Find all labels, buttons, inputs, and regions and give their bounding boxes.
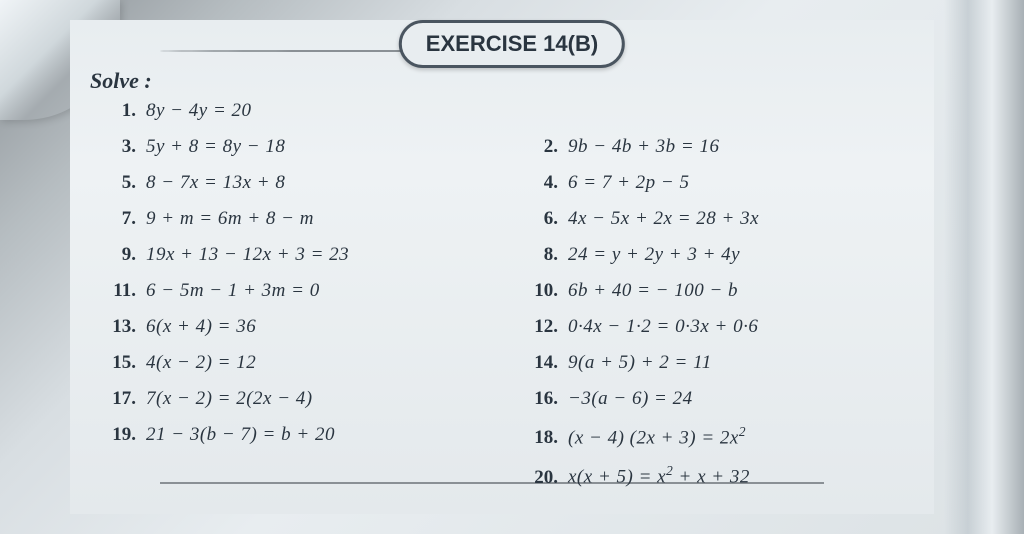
problem-11: 11. 6 − 5m − 1 + 3m = 0	[100, 280, 482, 302]
problem-expression: 9 + m = 6m + 8 − m	[146, 208, 314, 230]
problem-13: 13. 6(x + 4) = 36	[100, 316, 482, 338]
problem-number: 3.	[100, 136, 136, 158]
left-column: 1. 8y − 4y = 20 3. 5y + 8 = 8y − 18 5. 8 − …	[100, 100, 482, 489]
problem-number: 20.	[522, 467, 558, 489]
problem-expression: 24 = y + 2y + 3 + 4y	[568, 244, 740, 266]
problem-4: 4. 6 = 7 + 2p − 5	[522, 172, 904, 194]
problem-expression: (x − 4) (2x + 3) = 2x2	[568, 424, 746, 449]
problem-expression: x(x + 5) = x2 + x + 32	[568, 463, 750, 488]
problem-expression: −3(a − 6) = 24	[568, 388, 693, 410]
problem-1: 1. 8y − 4y = 20	[100, 100, 482, 122]
problem-9: 9. 19x + 13 − 12x + 3 = 23	[100, 244, 482, 266]
instruction-label: Solve :	[90, 68, 152, 94]
problem-number: 1.	[100, 100, 136, 122]
page-right-edge	[944, 0, 1024, 534]
exercise-title-badge: EXERCISE 14(B)	[399, 20, 625, 68]
problem-expression: 8y − 4y = 20	[146, 100, 252, 122]
problem-12: 12. 0·4x − 1·2 = 0·3x + 0·6	[522, 316, 904, 338]
problem-15: 15. 4(x − 2) = 12	[100, 352, 482, 374]
problem-number: 6.	[522, 208, 558, 230]
problem-number: 19.	[100, 424, 136, 446]
problem-19: 19. 21 − 3(b − 7) = b + 20	[100, 424, 482, 446]
problem-expression: 19x + 13 − 12x + 3 = 23	[146, 244, 349, 266]
problem-6: 6. 4x − 5x + 2x = 28 + 3x	[522, 208, 904, 230]
problem-18: 18. (x − 4) (2x + 3) = 2x2	[522, 424, 904, 449]
problem-expression: 9b − 4b + 3b = 16	[568, 136, 719, 158]
problem-expression: 6b + 40 = − 100 − b	[568, 280, 738, 302]
problem-17: 17. 7(x − 2) = 2(2x − 4)	[100, 388, 482, 410]
problem-5: 5. 8 − 7x = 13x + 8	[100, 172, 482, 194]
problem-number: 8.	[522, 244, 558, 266]
problem-expression: 6(x + 4) = 36	[146, 316, 256, 338]
problem-number: 17.	[100, 388, 136, 410]
problem-number: 9.	[100, 244, 136, 266]
problem-20: 20. x(x + 5) = x2 + x + 32	[522, 463, 904, 488]
problem-7: 7. 9 + m = 6m + 8 − m	[100, 208, 482, 230]
problem-expression: 4(x − 2) = 12	[146, 352, 256, 374]
problem-number: 4.	[522, 172, 558, 194]
problem-number: 5.	[100, 172, 136, 194]
problem-number: 14.	[522, 352, 558, 374]
problem-number: 2.	[522, 136, 558, 158]
problem-expression: 6 − 5m − 1 + 3m = 0	[146, 280, 320, 302]
problem-2: 2. 9b − 4b + 3b = 16	[522, 136, 904, 158]
problem-number: 16.	[522, 388, 558, 410]
problem-expression: 9(a + 5) + 2 = 11	[568, 352, 712, 374]
problem-number: 12.	[522, 316, 558, 338]
problem-14: 14. 9(a + 5) + 2 = 11	[522, 352, 904, 374]
problem-16: 16. −3(a − 6) = 24	[522, 388, 904, 410]
problem-expression: 5y + 8 = 8y − 18	[146, 136, 285, 158]
right-column: 2. 9b − 4b + 3b = 16 4. 6 = 7 + 2p − 5 6. 4…	[522, 136, 904, 489]
problem-number: 11.	[100, 280, 136, 302]
problem-10: 10. 6b + 40 = − 100 − b	[522, 280, 904, 302]
problem-expression: 4x − 5x + 2x = 28 + 3x	[568, 208, 759, 230]
problem-3: 3. 5y + 8 = 8y − 18	[100, 136, 482, 158]
problem-expression: 0·4x − 1·2 = 0·3x + 0·6	[568, 316, 758, 338]
problem-number: 15.	[100, 352, 136, 374]
problem-number: 10.	[522, 280, 558, 302]
problem-number: 7.	[100, 208, 136, 230]
problem-expression: 8 − 7x = 13x + 8	[146, 172, 285, 194]
problem-expression: 6 = 7 + 2p − 5	[568, 172, 689, 194]
problems-grid: 1. 8y − 4y = 20 3. 5y + 8 = 8y − 18 5. 8 − …	[100, 100, 904, 489]
problem-expression: 21 − 3(b − 7) = b + 20	[146, 424, 335, 446]
problem-8: 8. 24 = y + 2y + 3 + 4y	[522, 244, 904, 266]
problem-number: 13.	[100, 316, 136, 338]
problem-number: 18.	[522, 427, 558, 449]
problem-expression: 7(x − 2) = 2(2x − 4)	[146, 388, 313, 410]
